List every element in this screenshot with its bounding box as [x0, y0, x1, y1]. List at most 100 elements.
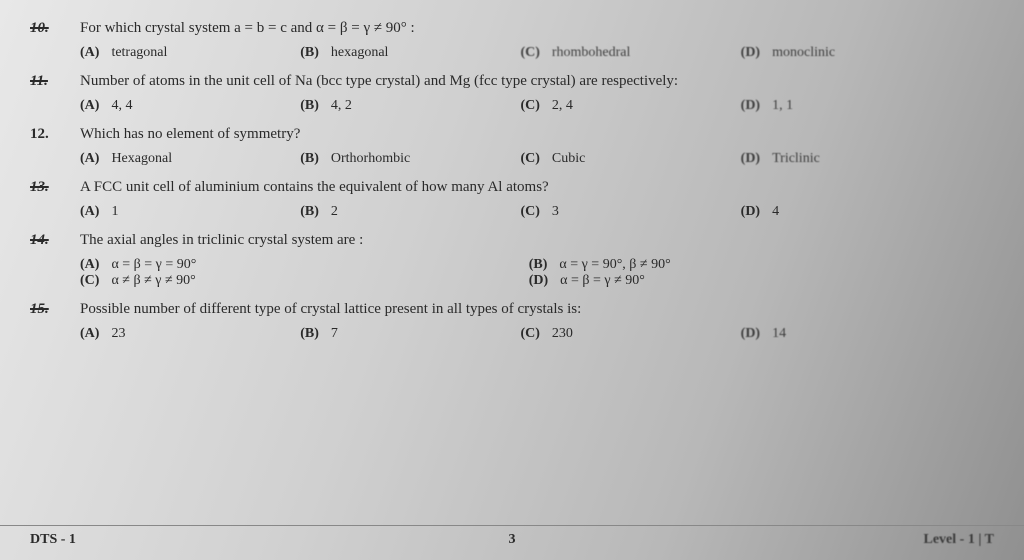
question: 11.Number of atoms in the unit cell of N…	[30, 73, 994, 114]
option: (C) α ≠ β ≠ γ ≠ 90°	[80, 273, 519, 289]
option-text: Orthorhombic	[331, 151, 410, 167]
question-text: The axial angles in triclinic crystal sy…	[80, 232, 994, 249]
options-row: (A) α = β = γ = 90° (B) α = γ = 90°, β ≠ 90…	[80, 257, 994, 289]
footer-page: 3	[509, 532, 516, 548]
question: 12.Which has no element of symmetry? (A) H…	[30, 126, 994, 167]
option-label: (A)	[80, 151, 99, 167]
option: (B) Orthorhombic	[300, 151, 510, 167]
options-row: (A) 23 (B)7 (C) 230 (D) 14	[80, 326, 994, 342]
option: (C) 2, 4	[520, 98, 730, 114]
option-text: Cubic	[552, 151, 585, 167]
question-number: 15.	[30, 301, 80, 318]
option-label: (B)	[300, 204, 319, 220]
option: (A)4, 4	[80, 98, 290, 114]
question-body: For which crystal system a = b = c and α…	[80, 20, 994, 61]
option: (D) 4	[741, 204, 951, 220]
option-text: 23	[111, 326, 125, 342]
option-label: (D)	[741, 98, 760, 114]
question-text: Number of atoms in the unit cell of Na (…	[80, 73, 994, 90]
option: (A) α = β = γ = 90°	[80, 257, 519, 273]
question-body: Possible number of different type of cry…	[80, 301, 994, 342]
option-label: (B)	[300, 45, 319, 61]
question-number: 11.	[30, 73, 80, 90]
question: 14.The axial angles in triclinic crystal…	[30, 232, 994, 289]
questions-container: 10.For which crystal system a = b = c an…	[30, 20, 994, 342]
option-label: (B)	[529, 257, 548, 273]
option: (A) 1	[80, 204, 290, 220]
option: (D) Triclinic	[741, 151, 951, 167]
footer-right: Level - 1 | T	[924, 532, 995, 548]
option-text: 14	[772, 326, 786, 342]
option-label: (C)	[520, 326, 539, 342]
option-text: monoclinic	[772, 45, 835, 61]
option-text: Triclinic	[772, 151, 820, 167]
option: (A) tetragonal	[80, 45, 290, 61]
question-number: 10.	[30, 20, 80, 37]
option-label: (A)	[80, 204, 99, 220]
option: (C) rhombohedral	[520, 45, 730, 61]
option-text: hexagonal	[331, 45, 389, 61]
option-text: Hexagonal	[111, 151, 172, 167]
option-text: 4, 2	[331, 98, 352, 114]
option: (C) 230	[520, 326, 730, 342]
footer-left: DTS - 1	[30, 532, 76, 548]
option: (C) Cubic	[520, 151, 730, 167]
option: (A) 23	[80, 326, 290, 342]
question-body: Which has no element of symmetry? (A) Hexa…	[80, 126, 994, 167]
option-text: 1	[111, 204, 118, 220]
question-text: A FCC unit cell of aluminium contains th…	[80, 179, 994, 196]
footer: DTS - 1 3 Level - 1 | T	[0, 525, 1024, 548]
option-label: (C)	[520, 45, 539, 61]
option: (A) Hexagonal	[80, 151, 290, 167]
option-label: (B)	[300, 151, 319, 167]
question: 13.A FCC unit cell of aluminium contains…	[30, 179, 994, 220]
option-label: (D)	[741, 151, 760, 167]
option-label: (D)	[741, 326, 760, 342]
option-label: (C)	[520, 204, 539, 220]
option: (D) monoclinic	[741, 45, 951, 61]
options-row: (A) tetragonal (B) hexagonal (C) rhombohedral…	[80, 45, 994, 61]
question-body: Number of atoms in the unit cell of Na (…	[80, 73, 994, 114]
option: (D)α = β = γ ≠ 90°	[529, 273, 968, 289]
option-text: 1, 1	[772, 98, 793, 114]
option: (B) 4, 2	[300, 98, 510, 114]
question-number: 13.	[30, 179, 80, 196]
option: (D) 14	[741, 326, 951, 342]
option-text: α = β = γ ≠ 90°	[560, 273, 645, 289]
option-label: (D)	[741, 204, 760, 220]
option-label: (A)	[80, 45, 99, 61]
option-text: 2, 4	[552, 98, 573, 114]
question-text: Possible number of different type of cry…	[80, 301, 994, 318]
question-text: Which has no element of symmetry?	[80, 126, 994, 143]
option-label: (A)	[80, 98, 99, 114]
option-label: (A)	[80, 257, 99, 273]
option-text: 230	[552, 326, 573, 342]
option-label: (C)	[80, 273, 99, 289]
option-text: α = γ = 90°, β ≠ 90°	[559, 257, 670, 273]
question: 15.Possible number of different type of …	[30, 301, 994, 342]
option-text: α = β = γ = 90°	[111, 257, 196, 273]
option-text: α ≠ β ≠ γ ≠ 90°	[111, 273, 195, 289]
question: 10.For which crystal system a = b = c an…	[30, 20, 994, 61]
option: (B)7	[300, 326, 510, 342]
option: (B) α = γ = 90°, β ≠ 90°	[529, 257, 968, 273]
question-number: 12.	[30, 126, 80, 143]
question-body: The axial angles in triclinic crystal sy…	[80, 232, 994, 289]
option-label: (C)	[520, 151, 539, 167]
question-text: For which crystal system a = b = c and α…	[80, 20, 994, 37]
option-text: rhombohedral	[552, 45, 631, 61]
option-text: tetragonal	[111, 45, 167, 61]
option-text: 3	[552, 204, 559, 220]
option-label: (B)	[300, 98, 319, 114]
options-row: (A)4, 4 (B) 4, 2 (C) 2, 4 (D) 1, 1	[80, 98, 994, 114]
option-text: 2	[331, 204, 338, 220]
option-label: (C)	[520, 98, 539, 114]
option: (B) hexagonal	[300, 45, 510, 61]
option-label: (D)	[741, 45, 760, 61]
option-text: 4	[772, 204, 779, 220]
question-body: A FCC unit cell of aluminium contains th…	[80, 179, 994, 220]
options-row: (A) 1 (B) 2 (C) 3 (D) 4	[80, 204, 994, 220]
option-label: (A)	[80, 326, 99, 342]
option-text: 7	[331, 326, 338, 342]
options-row: (A) Hexagonal (B) Orthorhombic (C) Cubic (D) Tr…	[80, 151, 994, 167]
